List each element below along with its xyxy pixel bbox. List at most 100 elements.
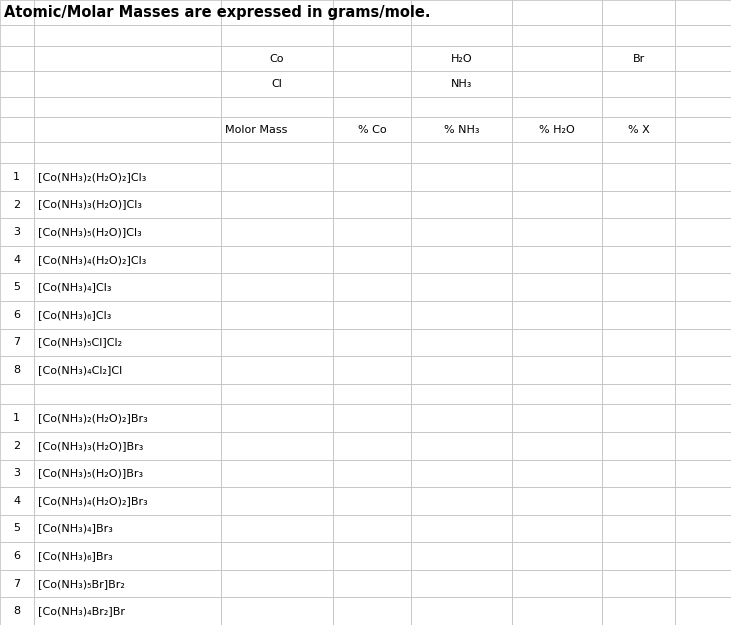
Bar	[34, 25, 221, 46]
Bar	[34, 570, 221, 598]
Bar	[333, 329, 412, 356]
Bar	[512, 598, 602, 625]
Bar	[0, 329, 34, 356]
Bar	[221, 404, 333, 432]
Bar	[0, 142, 34, 163]
Bar	[512, 71, 602, 96]
Bar	[412, 598, 512, 625]
Bar	[512, 515, 602, 542]
Text: [Co(NH₃)₃(H₂O)]Br₃: [Co(NH₃)₃(H₂O)]Br₃	[37, 441, 143, 451]
Bar	[412, 96, 512, 118]
Bar	[0, 459, 34, 487]
Text: [Co(NH₃)₄]Cl₃: [Co(NH₃)₄]Cl₃	[37, 282, 111, 292]
Bar	[34, 246, 221, 274]
Bar	[333, 246, 412, 274]
Bar	[221, 163, 333, 191]
Bar	[221, 432, 333, 459]
Bar	[412, 118, 512, 142]
Bar	[412, 432, 512, 459]
Bar	[221, 46, 333, 71]
Bar	[412, 25, 512, 46]
Bar	[34, 142, 221, 163]
Text: [Co(NH₃)₆]Br₃: [Co(NH₃)₆]Br₃	[37, 551, 113, 561]
Bar	[512, 356, 602, 384]
Bar	[512, 118, 602, 142]
Bar	[333, 570, 412, 598]
Bar	[0, 96, 34, 118]
Bar	[221, 356, 333, 384]
Bar	[221, 487, 333, 515]
Bar	[221, 191, 333, 218]
Bar	[0, 356, 34, 384]
Bar	[0, 218, 34, 246]
Bar	[675, 46, 731, 71]
Bar	[221, 246, 333, 274]
Bar	[512, 301, 602, 329]
Bar	[675, 542, 731, 570]
Bar	[412, 71, 512, 96]
Bar	[675, 71, 731, 96]
Bar	[333, 218, 412, 246]
Bar	[675, 246, 731, 274]
Bar	[602, 274, 675, 301]
Bar	[602, 246, 675, 274]
Bar	[0, 515, 34, 542]
Bar	[0, 542, 34, 570]
Bar	[512, 384, 602, 404]
Text: % X: % X	[628, 125, 649, 135]
Bar	[333, 598, 412, 625]
Bar	[512, 142, 602, 163]
Bar	[0, 191, 34, 218]
Bar	[333, 46, 412, 71]
Bar	[512, 459, 602, 487]
Bar	[333, 515, 412, 542]
Bar	[0, 71, 34, 96]
Text: [Co(NH₃)₂(H₂O)₂]Cl₃: [Co(NH₃)₂(H₂O)₂]Cl₃	[37, 172, 146, 182]
Bar	[512, 191, 602, 218]
Bar	[0, 163, 34, 191]
Bar	[34, 191, 221, 218]
Bar	[34, 274, 221, 301]
Bar	[333, 25, 412, 46]
Bar	[221, 384, 333, 404]
Bar	[333, 301, 412, 329]
Bar	[221, 0, 333, 25]
Bar	[221, 118, 333, 142]
Bar	[34, 71, 221, 96]
Bar	[34, 356, 221, 384]
Bar	[602, 163, 675, 191]
Text: 3: 3	[13, 227, 20, 237]
Bar	[34, 0, 221, 25]
Bar	[675, 0, 731, 25]
Bar	[34, 96, 221, 118]
Bar	[512, 96, 602, 118]
Bar	[602, 570, 675, 598]
Bar	[333, 0, 412, 25]
Bar	[675, 432, 731, 459]
Bar	[0, 25, 34, 46]
Bar	[0, 404, 34, 432]
Text: 2: 2	[13, 199, 20, 209]
Text: Br: Br	[632, 54, 645, 64]
Bar	[602, 96, 675, 118]
Bar	[602, 404, 675, 432]
Bar	[333, 191, 412, 218]
Text: [Co(NH₃)₅(H₂O)]Cl₃: [Co(NH₃)₅(H₂O)]Cl₃	[37, 227, 141, 237]
Text: [Co(NH₃)₄(H₂O)₂]Cl₃: [Co(NH₃)₄(H₂O)₂]Cl₃	[37, 254, 146, 264]
Bar	[412, 356, 512, 384]
Text: Atomic/Molar Masses are expressed in grams/mole.: Atomic/Molar Masses are expressed in gra…	[4, 5, 431, 20]
Bar	[675, 356, 731, 384]
Bar	[412, 246, 512, 274]
Text: [Co(NH₃)₄Cl₂]Cl: [Co(NH₃)₄Cl₂]Cl	[37, 365, 122, 375]
Bar	[512, 163, 602, 191]
Bar	[675, 163, 731, 191]
Bar	[675, 404, 731, 432]
Bar	[675, 96, 731, 118]
Bar	[602, 118, 675, 142]
Bar	[333, 96, 412, 118]
Bar	[675, 459, 731, 487]
Bar	[512, 246, 602, 274]
Bar	[512, 570, 602, 598]
Bar	[675, 487, 731, 515]
Bar	[34, 329, 221, 356]
